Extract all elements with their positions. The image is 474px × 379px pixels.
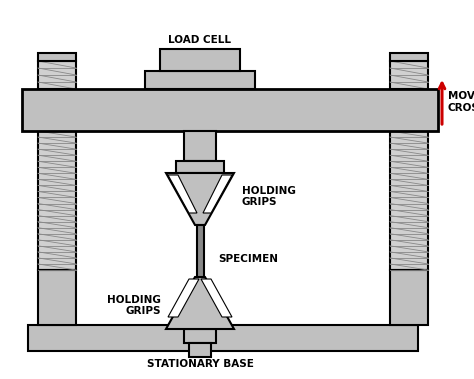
- Bar: [28, 325, 418, 351]
- Text: STATIONARY BASE: STATIONARY BASE: [146, 359, 254, 369]
- Bar: [38, 270, 76, 325]
- Bar: [390, 53, 428, 61]
- Bar: [184, 329, 216, 343]
- Bar: [390, 270, 428, 325]
- Bar: [38, 61, 76, 89]
- Polygon shape: [203, 175, 232, 213]
- Bar: [189, 343, 211, 357]
- Bar: [38, 53, 76, 61]
- Polygon shape: [201, 279, 232, 317]
- Bar: [176, 161, 224, 173]
- Polygon shape: [166, 173, 234, 225]
- Text: MOVING
CROSSHEAD: MOVING CROSSHEAD: [448, 91, 474, 113]
- Bar: [160, 49, 240, 71]
- Text: LOAD CELL: LOAD CELL: [168, 35, 231, 45]
- Text: HOLDING
GRIPS: HOLDING GRIPS: [107, 295, 161, 316]
- Polygon shape: [168, 279, 199, 317]
- Text: SPECIMEN: SPECIMEN: [218, 254, 278, 264]
- Text: HOLDING
GRIPS: HOLDING GRIPS: [242, 186, 296, 207]
- Polygon shape: [166, 277, 234, 329]
- Polygon shape: [168, 175, 197, 213]
- Bar: [390, 131, 428, 270]
- Bar: [38, 131, 76, 270]
- Bar: [197, 225, 204, 277]
- Bar: [390, 61, 428, 89]
- Bar: [184, 131, 216, 161]
- Bar: [22, 89, 438, 131]
- Bar: [145, 71, 255, 89]
